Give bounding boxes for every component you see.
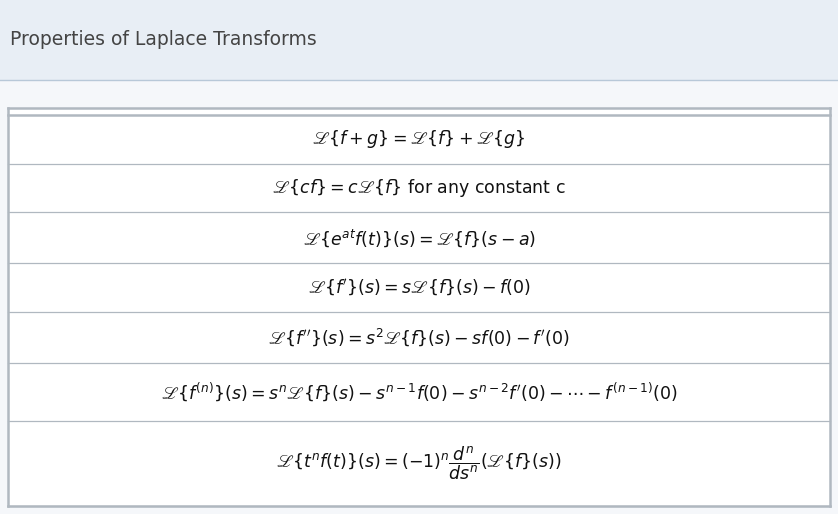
Text: $\mathscr{L}\{f^{(n)}\}(s) = s^{n}\mathscr{L}\{f\}(s) - s^{n-1}f(0) - s^{n-2}f'(: $\mathscr{L}\{f^{(n)}\}(s) = s^{n}\maths… xyxy=(161,381,677,403)
Text: $\mathscr{L}\{f''\}(s) = s^{2}\mathscr{L}\{f\}(s) - sf(0) - f'(0)$: $\mathscr{L}\{f''\}(s) = s^{2}\mathscr{L… xyxy=(268,326,570,348)
Text: Properties of Laplace Transforms: Properties of Laplace Transforms xyxy=(10,30,317,49)
Text: $\mathscr{L}\{e^{at}f(t)\}(s) = \mathscr{L}\{f\}(s-a)$: $\mathscr{L}\{e^{at}f(t)\}(s) = \mathscr… xyxy=(303,227,535,249)
Text: $\mathscr{L}\{cf\} = c\mathscr{L}\{f\}\text{ for any constant c}$: $\mathscr{L}\{cf\} = c\mathscr{L}\{f\}\t… xyxy=(272,177,566,199)
Bar xyxy=(8,108,830,506)
Text: $\mathscr{L}\{f+g\} = \mathscr{L}\{f\} + \mathscr{L}\{g\}$: $\mathscr{L}\{f+g\} = \mathscr{L}\{f\} +… xyxy=(313,128,525,151)
Bar xyxy=(0,0,838,80)
Text: $\mathscr{L}\{t^{n}f(t)\}(s) = (-1)^{n}\dfrac{d^{n}}{ds^{n}}(\mathscr{L}\{f\}(s): $\mathscr{L}\{t^{n}f(t)\}(s) = (-1)^{n}\… xyxy=(277,445,561,483)
Bar xyxy=(0,80,838,108)
Text: $\mathscr{L}\{f'\}(s) = s\mathscr{L}\{f\}(s) - f(0)$: $\mathscr{L}\{f'\}(s) = s\mathscr{L}\{f\… xyxy=(308,278,530,298)
